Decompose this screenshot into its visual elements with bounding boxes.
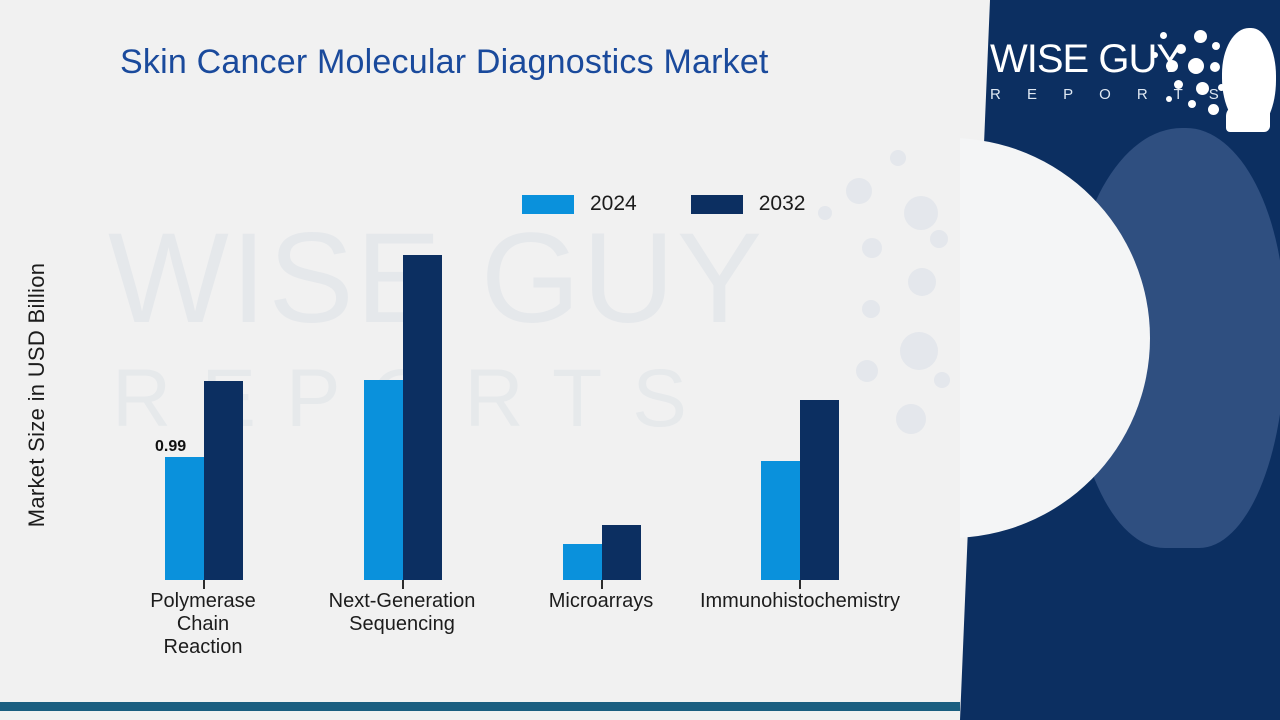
molecule-dot xyxy=(862,300,880,318)
logo-dot-icon xyxy=(1188,100,1196,108)
molecule-dot xyxy=(900,332,938,370)
bottom-accent-strip xyxy=(0,702,962,711)
x-axis-label-next-generation-sequencing: Next-Generation Sequencing xyxy=(292,590,512,636)
logo-dot-icon xyxy=(1194,30,1207,43)
logo-dot-icon xyxy=(1208,104,1219,115)
molecule-dot xyxy=(890,150,906,166)
logo-dot-icon xyxy=(1152,52,1158,58)
bar-2024-next-generation-sequencing[interactable] xyxy=(364,380,403,580)
logo-dot-icon xyxy=(1176,44,1186,54)
bar-2024-immunohistochemistry[interactable] xyxy=(761,461,800,580)
logo-dot-icon xyxy=(1166,96,1172,102)
brand-name-top: WISE GUY xyxy=(990,37,1183,81)
data-label-polymerase-2024: 0.99 xyxy=(155,438,187,455)
legend-label-2024: 2024 xyxy=(590,192,637,215)
x-axis-label-line: Sequencing xyxy=(349,613,455,635)
head-profile-glyph xyxy=(1226,106,1270,132)
logo-dot-icon xyxy=(1210,62,1220,72)
brand-name-bottom: R E P O R T S xyxy=(990,86,1230,103)
logo-dot-icon xyxy=(1188,58,1204,74)
x-axis-label-line: Immunohistochemistry xyxy=(699,590,901,612)
x-axis-label-immunohistochemistry: Immunohistochemistry xyxy=(669,590,931,613)
brand-panel: WISE GUY R E P O R T S xyxy=(960,0,1280,720)
legend-swatch-2024 xyxy=(522,194,574,214)
molecule-dot xyxy=(856,360,878,382)
brand-logo: WISE GUY R E P O R T S xyxy=(990,38,1240,103)
molecule-dot xyxy=(904,196,938,230)
molecule-dot xyxy=(908,268,936,296)
x-axis-tick xyxy=(203,580,205,589)
molecule-dot xyxy=(846,178,872,204)
molecule-dot xyxy=(818,206,832,220)
legend-item-2024[interactable]: 2024 xyxy=(522,192,637,216)
logo-dot-icon xyxy=(1166,60,1178,72)
bar-2032-microarrays[interactable] xyxy=(602,525,641,580)
bars-area xyxy=(165,255,839,580)
x-axis-label-line: Next-Generation xyxy=(328,590,476,612)
logo-dot-icon xyxy=(1174,80,1183,89)
molecule-dot xyxy=(934,372,950,388)
bar-2024-polymerase-chain-reaction[interactable] xyxy=(165,457,204,580)
x-axis-tick xyxy=(601,580,603,589)
logo-dot-icon xyxy=(1212,42,1220,50)
x-axis-tick xyxy=(402,580,404,589)
logo-dot-icon xyxy=(1218,84,1225,91)
bar-2032-next-generation-sequencing[interactable] xyxy=(403,255,442,580)
logo-dot-icon xyxy=(1160,32,1167,39)
x-axis-label-line: Microarrays xyxy=(548,590,654,612)
page-title: Skin Cancer Molecular Diagnostics Market xyxy=(120,43,769,81)
x-axis-label-polymerase-chain-reaction: Polymerase Chain Reaction xyxy=(103,590,303,659)
x-axis-label-line: Chain xyxy=(176,613,230,635)
legend-label-2032: 2032 xyxy=(758,192,806,215)
molecule-dot xyxy=(896,404,926,434)
bar-2032-polymerase-chain-reaction[interactable] xyxy=(204,381,243,580)
x-axis-label-microarrays: Microarrays xyxy=(521,590,681,613)
legend-swatch-2032 xyxy=(690,194,743,214)
bar-2024-microarrays[interactable] xyxy=(563,544,602,580)
molecule-dot xyxy=(862,238,882,258)
legend-item-2032[interactable]: 2032 xyxy=(690,192,806,216)
x-axis-tick xyxy=(799,580,801,589)
molecule-dot xyxy=(930,230,948,248)
bar-2032-immunohistochemistry[interactable] xyxy=(800,400,839,580)
x-axis-label-line: Polymerase xyxy=(150,590,256,612)
logo-dot-icon xyxy=(1196,82,1209,95)
chart-legend: 2024 2032 xyxy=(522,192,805,216)
plot-area: Market Size in USD Billion 0.99 xyxy=(24,255,931,659)
x-axis-label-line: Reaction xyxy=(163,636,243,658)
